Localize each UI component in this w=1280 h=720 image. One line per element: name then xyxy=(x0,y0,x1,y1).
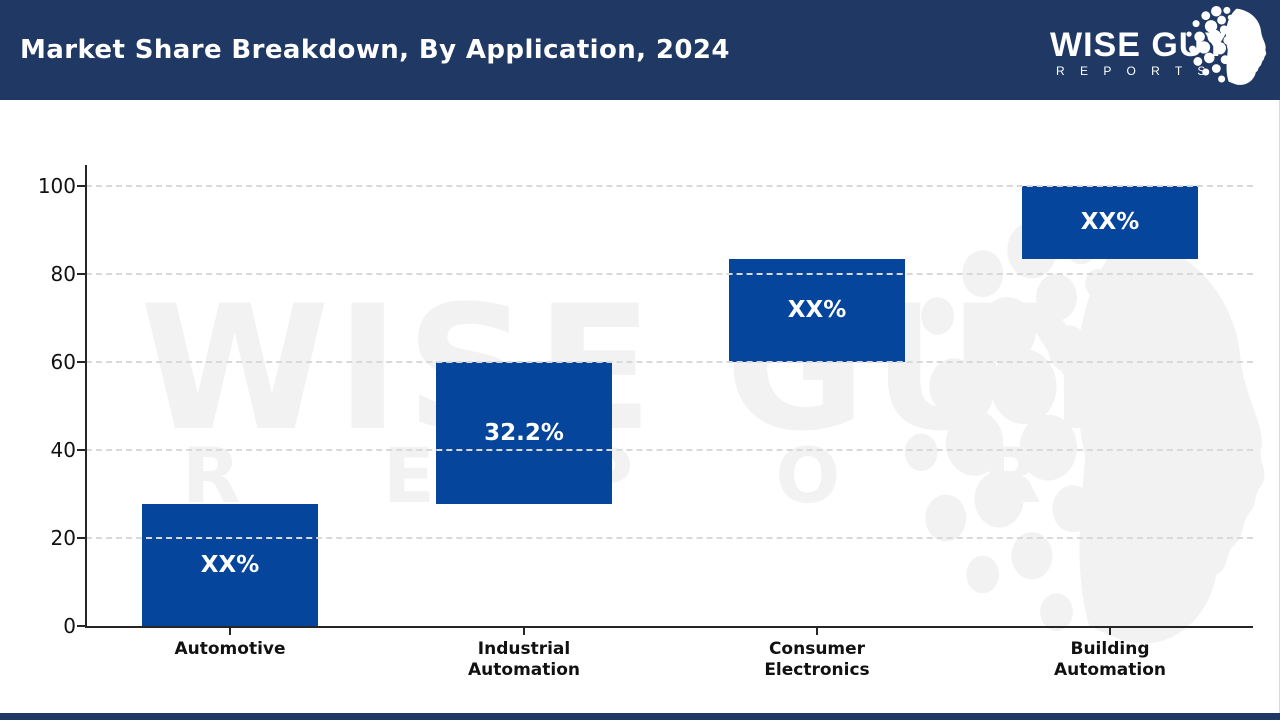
y-tick-label: 0 xyxy=(63,614,76,638)
y-tick-label: 80 xyxy=(50,262,76,286)
chart-title: Market Share Breakdown, By Application, … xyxy=(20,35,730,65)
bar-building-automation: XX% xyxy=(1022,186,1198,259)
gridline-y100 xyxy=(86,185,1253,187)
watermark-face-icon xyxy=(892,222,1265,644)
x-tick-mark xyxy=(229,626,231,635)
bar-value-label: XX% xyxy=(787,297,847,324)
header-band: Market Share Breakdown, By Application, … xyxy=(0,0,1280,100)
y-tick-mark xyxy=(77,625,85,627)
y-tick-mark xyxy=(77,449,85,451)
x-tick-mark xyxy=(1109,626,1111,635)
y-tick-mark xyxy=(77,273,85,275)
gridline-y60 xyxy=(86,361,1253,363)
wise-guy-logo: WISE GUY R E P O R T S xyxy=(1022,4,1272,96)
bar-industrial-automation: 32.2% xyxy=(436,362,612,504)
category-label-industrial-automation: Industrial Automation xyxy=(468,639,580,680)
x-tick-mark xyxy=(816,626,818,635)
gridline-y80 xyxy=(86,273,1253,275)
bar-automotive: XX% xyxy=(142,503,318,626)
y-tick-mark xyxy=(77,537,85,539)
gridline-y20 xyxy=(86,537,1253,539)
y-tick-mark xyxy=(77,185,85,187)
y-tick-mark xyxy=(77,361,85,363)
bar-value-label: 32.2% xyxy=(484,419,564,446)
y-tick-label: 20 xyxy=(50,526,76,550)
y-tick-label: 100 xyxy=(37,174,76,198)
logo-face-icon xyxy=(1186,6,1267,85)
y-tick-label: 40 xyxy=(50,438,76,462)
x-axis-line xyxy=(85,626,1253,628)
y-tick-label: 60 xyxy=(50,350,76,374)
bar-value-label: XX% xyxy=(200,551,260,578)
x-tick-mark xyxy=(523,626,525,635)
category-label-building-automation: Building Automation xyxy=(1054,639,1166,680)
bar-consumer-electronics: XX% xyxy=(729,258,905,362)
category-label-consumer-electronics: Consumer Electronics xyxy=(764,639,870,680)
logo-reports-text: R E P O R T S xyxy=(1056,64,1212,78)
category-label-automotive: Automotive xyxy=(174,639,286,659)
footer-band xyxy=(0,713,1280,720)
gridline-y40 xyxy=(86,449,1253,451)
plot-area: 0 20 40 60 80 100 XX% 32.2% XX% XX% Automotive Indu… xyxy=(0,100,1280,713)
y-axis-line xyxy=(85,165,87,628)
bar-value-label: XX% xyxy=(1080,209,1140,236)
